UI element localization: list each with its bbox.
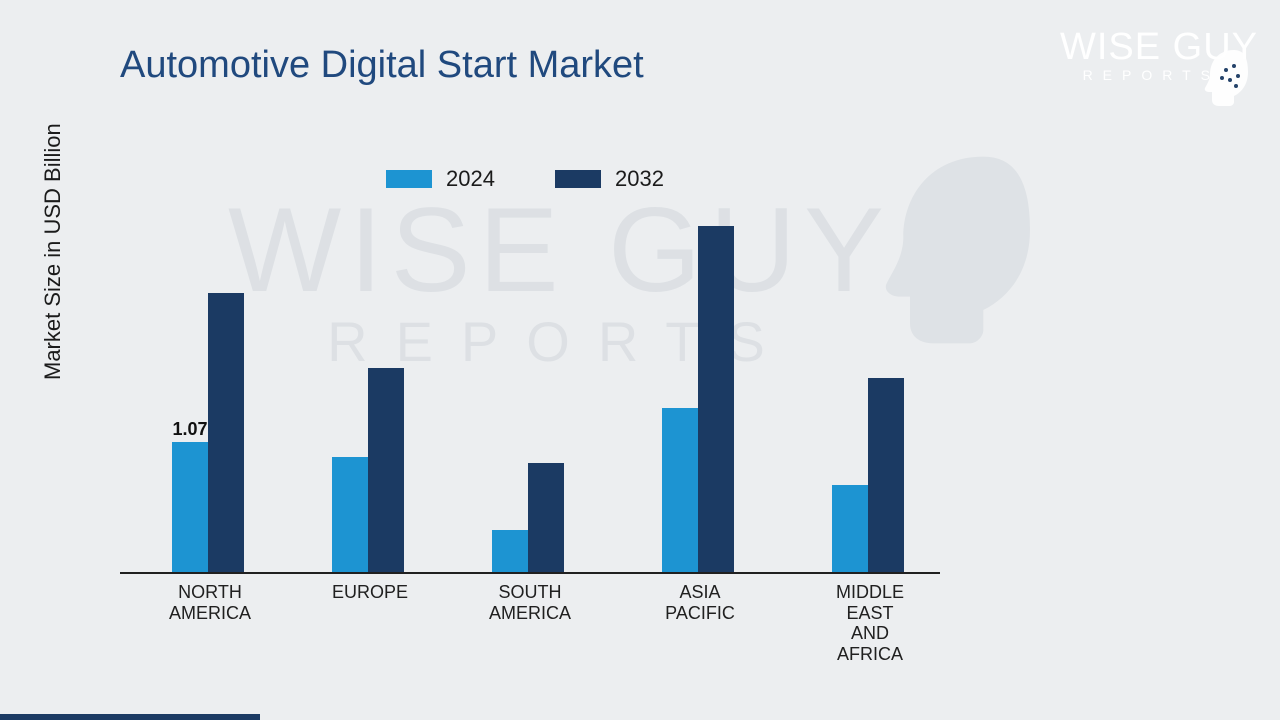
- bar-2032: [528, 463, 564, 572]
- bar-2032: [368, 368, 404, 572]
- legend-item-2024: 2024: [386, 166, 495, 192]
- legend-swatch-2032: [555, 170, 601, 188]
- category-label: ASIAPACIFIC: [620, 582, 780, 623]
- bar-2024: [832, 485, 868, 572]
- bar-2024: [172, 442, 208, 572]
- head-silhouette-icon: [1204, 48, 1250, 108]
- category-label: MIDDLEEASTANDAFRICA: [790, 582, 950, 665]
- plot-area: 1.07: [120, 210, 940, 574]
- bar-2032: [208, 293, 244, 572]
- bar-2024: [332, 457, 368, 572]
- legend-swatch-2024: [386, 170, 432, 188]
- legend-label-2024: 2024: [446, 166, 495, 192]
- bar-2032: [868, 378, 904, 572]
- category-labels: NORTHAMERICAEUROPESOUTHAMERICAASIAPACIFI…: [120, 576, 940, 696]
- legend-item-2032: 2032: [555, 166, 664, 192]
- category-label: EUROPE: [290, 582, 450, 603]
- legend-label-2032: 2032: [615, 166, 664, 192]
- category-label: SOUTHAMERICA: [450, 582, 610, 623]
- bar-2024: [662, 408, 698, 572]
- x-axis-baseline: [120, 572, 940, 574]
- bar-2024: [492, 530, 528, 572]
- bar-2032: [698, 226, 734, 572]
- chart-stage: WISE GUY REPORTS Automotive Digital Star…: [0, 0, 1280, 720]
- bar-value-label: 1.07: [172, 419, 207, 440]
- y-axis-label: Market Size in USD Billion: [40, 123, 66, 380]
- category-label: NORTHAMERICA: [130, 582, 290, 623]
- legend: 2024 2032: [0, 166, 1050, 192]
- chart-title: Automotive Digital Start Market: [120, 44, 644, 87]
- brand-logo: WISE GUY REPORTS: [998, 28, 1258, 83]
- bottom-accent-bar: [0, 714, 260, 720]
